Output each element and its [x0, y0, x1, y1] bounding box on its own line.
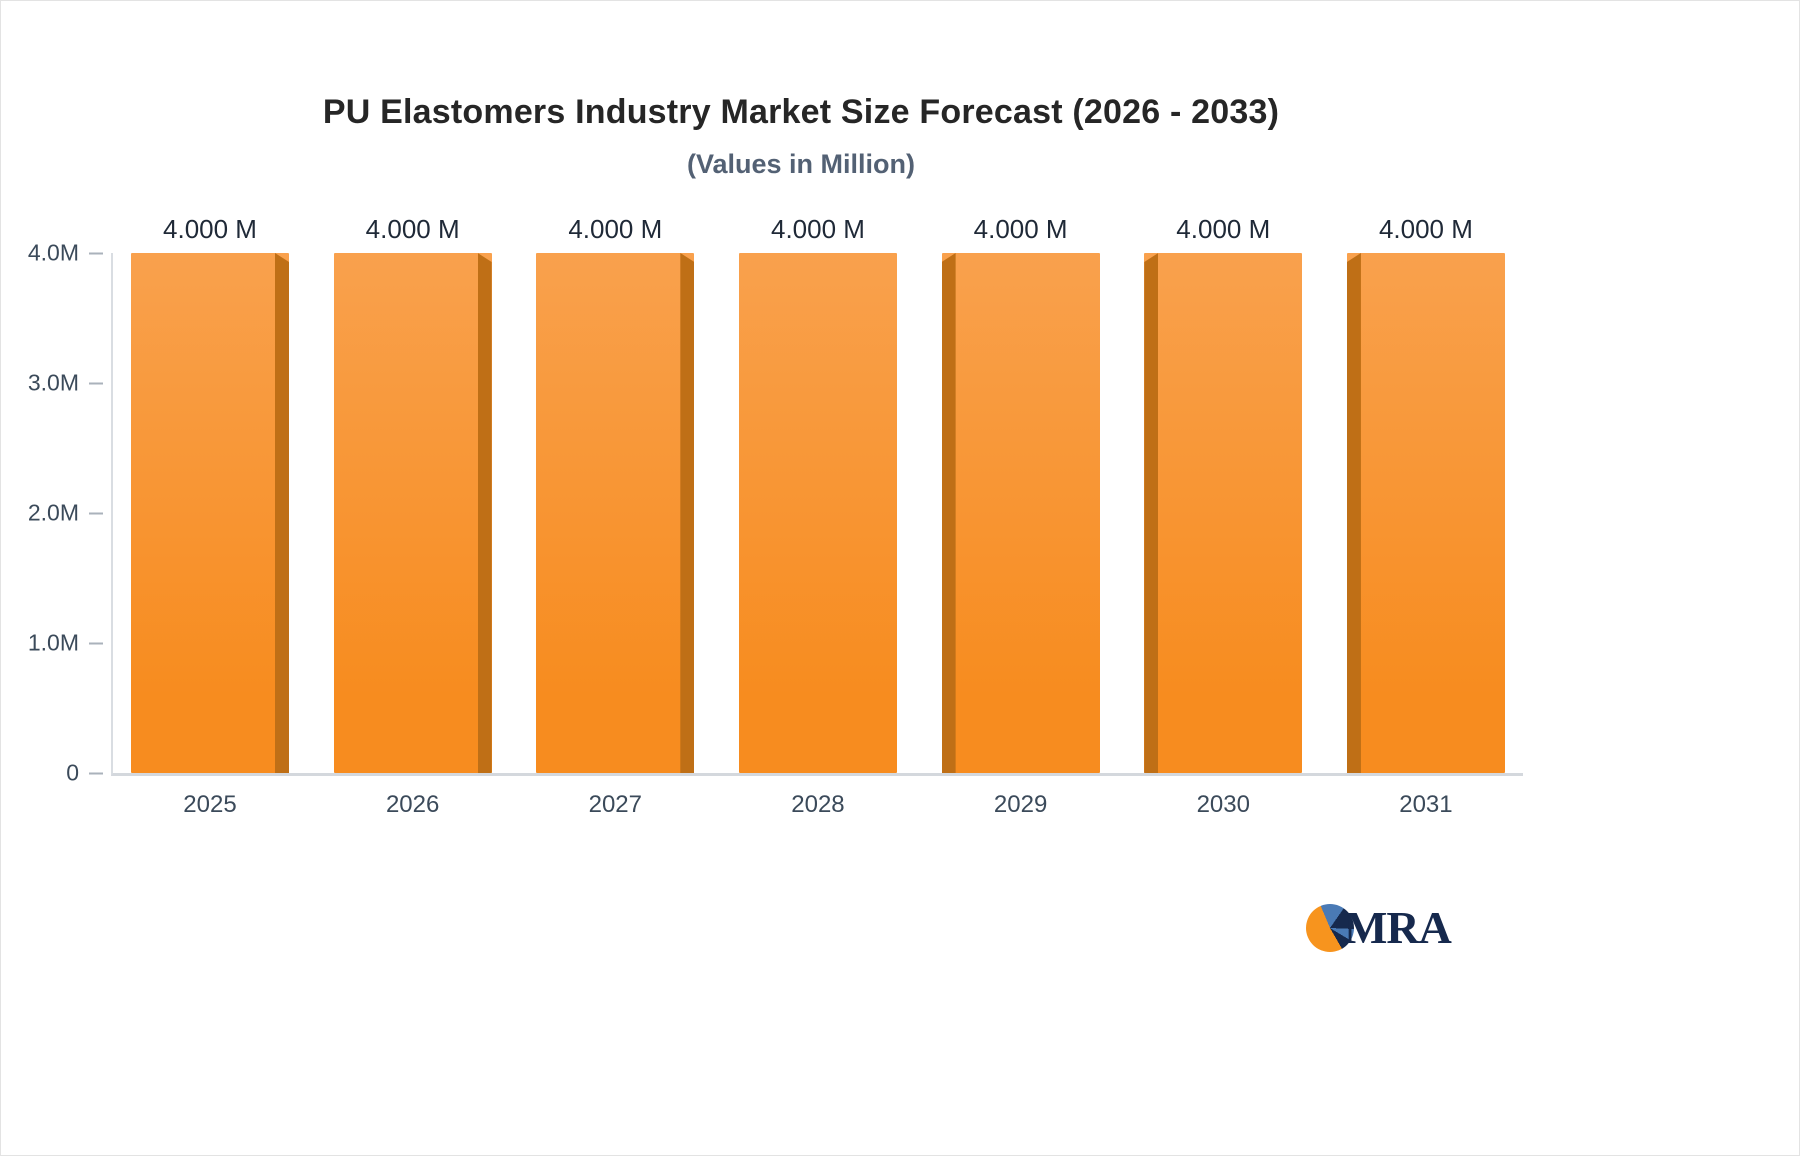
- bar-2027[interactable]: 4.000 M: [536, 214, 695, 773]
- y-tick-mark: [89, 512, 103, 514]
- logo-text: MRA: [1344, 902, 1452, 953]
- bar-group: 4.000 M 2026: [333, 214, 492, 818]
- y-axis-tick: 2.0M: [28, 500, 103, 527]
- y-axis-tick: 0: [66, 760, 103, 787]
- bar-3d-edge: [680, 253, 695, 773]
- x-axis-label: 2030: [1196, 791, 1250, 818]
- y-tick-label: 1.0M: [27, 629, 79, 656]
- bar-group: 4.000 M 2027: [536, 214, 695, 818]
- bar-3d-edge: [1144, 253, 1159, 773]
- chart-subtitle: (Values in Million): [686, 149, 916, 179]
- bar-group: 4.000 M 2030: [1144, 214, 1303, 818]
- bar-3d-edge: [477, 253, 492, 773]
- x-axis-label: 2026: [385, 791, 440, 818]
- bar-3d-edge: [275, 253, 289, 773]
- y-tick-label: 3.0M: [27, 369, 79, 396]
- bar-group: 4.000 M 2031: [1346, 214, 1505, 818]
- bar-group: 4.000 M 2029: [941, 214, 1100, 818]
- bar-value-label: 4.000 M: [1176, 214, 1271, 244]
- y-tick-mark: [89, 382, 103, 384]
- y-tick-mark: [89, 642, 103, 644]
- bar-2025[interactable]: 4.000 M: [131, 214, 289, 773]
- bar-group: 4.000 M 2025: [131, 214, 289, 818]
- x-axis-label: 2028: [791, 791, 845, 818]
- x-axis-label: 2031: [1399, 791, 1453, 818]
- bar-value-label: 4.000 M: [365, 214, 460, 244]
- bar-group: 4.000 M 2028: [738, 214, 897, 818]
- chart-title: PU Elastomers Industry Market Size Forec…: [322, 93, 1280, 131]
- bar-value-label: 4.000 M: [770, 214, 865, 244]
- pie-logo-icon: [1306, 903, 1354, 952]
- y-axis-tick: 4.0M: [28, 240, 103, 267]
- bar-2031[interactable]: 4.000 M: [1346, 214, 1505, 773]
- y-tick-mark: [89, 772, 103, 774]
- bar-value-label: 4.000 M: [568, 214, 663, 244]
- bar-2026[interactable]: 4.000 M: [333, 214, 492, 773]
- bar-2028[interactable]: 4.000 M: [738, 214, 897, 773]
- y-tick-label: 4.0M: [27, 239, 79, 266]
- y-tick-mark: [89, 252, 103, 254]
- bar-2030[interactable]: 4.000 M: [1144, 214, 1303, 773]
- plot-area: 0 1.0M 2.0M 3.0M 4.0M 4.000 M 2025 4.000 M 2026…: [28, 214, 1523, 818]
- bar-value-label: 4.000 M: [1378, 214, 1473, 244]
- bar-2029[interactable]: 4.000 M: [941, 214, 1100, 773]
- bar-3d-edge: [941, 253, 956, 773]
- brand-logo: MRA: [1306, 901, 1452, 954]
- x-axis-label: 2025: [183, 791, 237, 818]
- y-axis-tick: 1.0M: [28, 630, 103, 657]
- x-axis-label: 2029: [993, 791, 1048, 818]
- y-tick-label: 0: [66, 759, 79, 786]
- x-axis-label: 2027: [588, 791, 642, 818]
- bar-value-label: 4.000 M: [973, 214, 1068, 244]
- bar-3d-edge: [1346, 253, 1361, 773]
- bars-area: 4.000 M 2025 4.000 M 2026 4.000 M 2027 4.000 M…: [113, 214, 1523, 818]
- y-tick-label: 2.0M: [27, 499, 79, 526]
- y-axis-tick: 3.0M: [28, 370, 103, 397]
- bar-value-label: 4.000 M: [163, 214, 257, 244]
